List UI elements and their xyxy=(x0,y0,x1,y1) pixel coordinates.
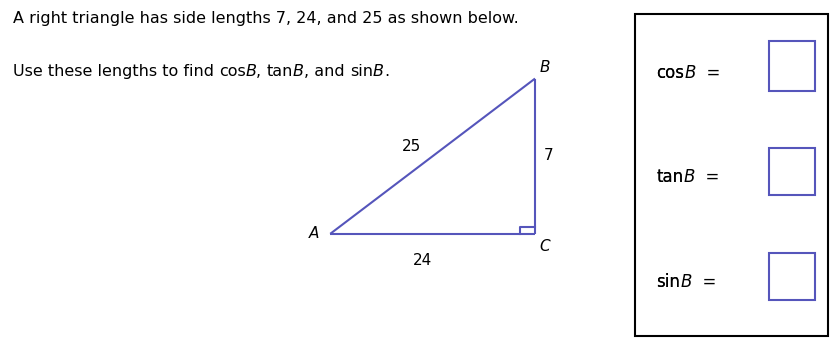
Bar xyxy=(769,253,815,300)
Text: tan: tan xyxy=(656,168,683,186)
Bar xyxy=(769,41,815,91)
Text: B: B xyxy=(540,60,550,75)
Text: , and: , and xyxy=(304,64,349,79)
Text: cos: cos xyxy=(219,64,246,79)
Text: Use these lengths to find: Use these lengths to find xyxy=(13,64,219,79)
Text: cos: cos xyxy=(656,64,684,82)
Text: B: B xyxy=(373,64,384,79)
Text: =: = xyxy=(696,64,720,82)
Text: B: B xyxy=(293,64,304,79)
Text: 24: 24 xyxy=(412,253,432,268)
Text: cos: cos xyxy=(656,64,684,82)
Text: ,: , xyxy=(257,64,267,79)
Text: 25: 25 xyxy=(401,139,421,154)
Bar xyxy=(635,14,828,336)
Text: B: B xyxy=(246,64,257,79)
Text: .: . xyxy=(384,64,389,79)
Text: C: C xyxy=(540,239,550,254)
Text: =: = xyxy=(691,273,716,291)
Text: =: = xyxy=(695,168,719,186)
Text: tan: tan xyxy=(267,64,293,79)
Text: A right triangle has side lengths 7, 24, and 25 as shown below.: A right triangle has side lengths 7, 24,… xyxy=(13,11,518,26)
Text: sin: sin xyxy=(656,273,681,291)
Text: A: A xyxy=(308,226,319,241)
Text: sin: sin xyxy=(656,273,681,291)
Text: 7: 7 xyxy=(543,148,553,163)
Text: sin: sin xyxy=(349,64,373,79)
Bar xyxy=(769,148,815,195)
Text: B: B xyxy=(681,273,691,291)
Text: tan: tan xyxy=(656,168,683,186)
Text: B: B xyxy=(684,64,696,82)
Text: B: B xyxy=(683,168,695,186)
